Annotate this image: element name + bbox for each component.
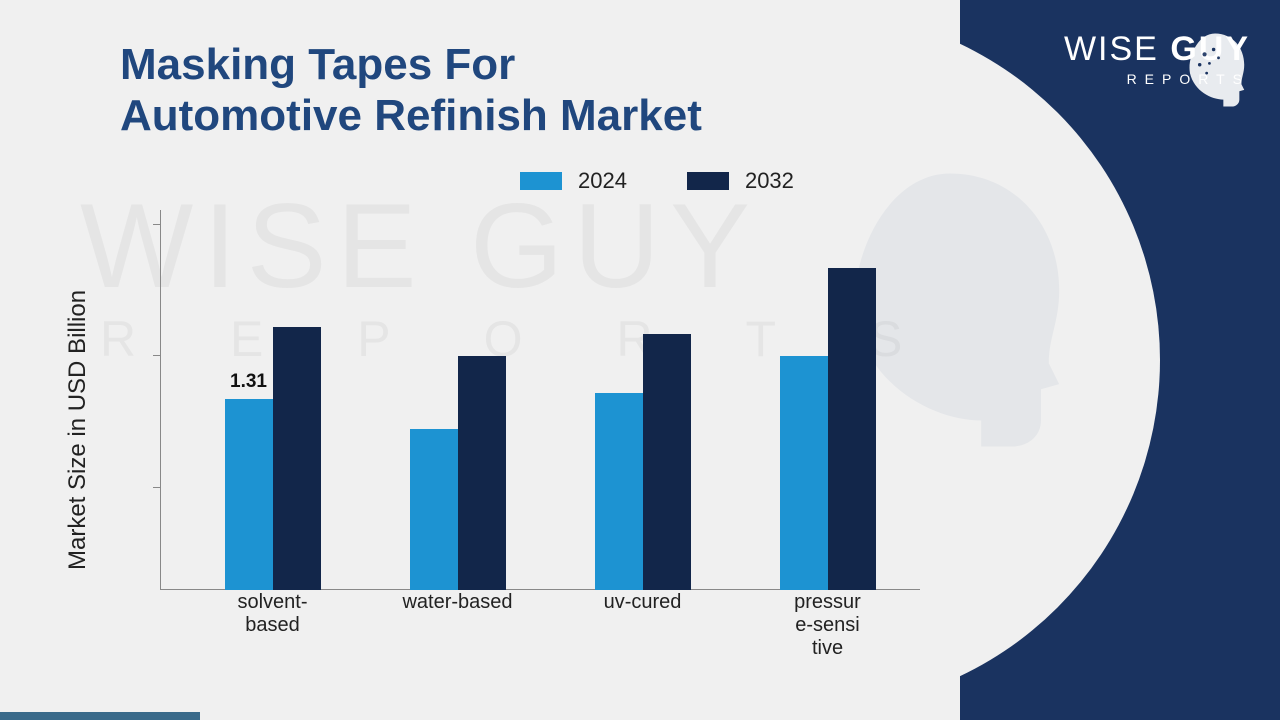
bar-group [583,210,703,590]
bar-chart: 1.31 solvent-basedwater-baseduv-curedpre… [120,210,920,590]
bar [780,356,828,590]
legend-label: 2024 [578,168,627,194]
bar [458,356,506,590]
brand-logo: WISE GUY REPORTS [1064,30,1250,87]
x-axis-label: solvent-based [213,591,333,660]
bar [643,334,691,590]
legend-swatch [520,172,562,190]
page: WISE GUY R E P O R T S WISE GUY REPORTS … [0,0,1280,720]
chart-legend: 2024 2032 [520,168,794,194]
page-title: Masking Tapes For Automotive Refinish Ma… [120,40,760,141]
legend-item: 2032 [687,168,794,194]
y-axis-tick [153,224,160,225]
bar-group [398,210,518,590]
logo-head-icon [1180,30,1250,110]
legend-item: 2024 [520,168,627,194]
bar-value-label: 1.31 [230,371,267,393]
x-axis-label: water-based [398,591,518,660]
x-axis-labels: solvent-based water-based uv-cured pressure… [180,591,920,660]
y-axis-tick [153,355,160,356]
y-axis-label: Market Size in USD Billion [64,290,92,570]
bar-group: 1.31 [213,210,333,590]
x-axis-label: uv-cured [583,591,703,660]
bar-groups: 1.31 [180,210,920,590]
bar [410,429,458,590]
accent-bottom-bar [0,712,200,720]
x-axis-label: pressure-sensitive [768,591,888,660]
bar [828,268,876,590]
bar [273,327,321,590]
bar-group [768,210,888,590]
y-axis-tick [153,487,160,488]
legend-swatch [687,172,729,190]
bar [595,393,643,590]
y-axis-line [160,210,161,590]
bar: 1.31 [225,399,273,590]
logo-word-wise: WISE [1064,30,1159,68]
legend-label: 2032 [745,168,794,194]
